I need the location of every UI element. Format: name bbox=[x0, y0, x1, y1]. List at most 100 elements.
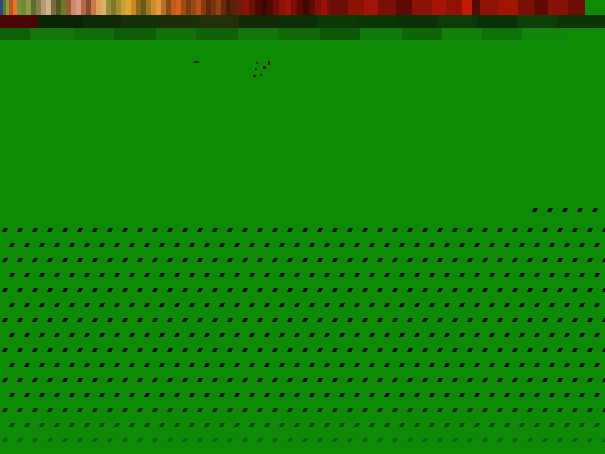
glitch-cell bbox=[66, 0, 71, 15]
glitch-cell bbox=[51, 0, 56, 15]
speck-a bbox=[256, 62, 258, 64]
dark-band-cell bbox=[357, 15, 397, 28]
glitch-cell bbox=[46, 0, 51, 15]
glitch-cell bbox=[181, 0, 186, 15]
speck-e bbox=[268, 61, 270, 65]
speck-b bbox=[255, 68, 257, 70]
glitch-cell bbox=[297, 0, 303, 15]
dark-band-cell bbox=[121, 15, 161, 28]
dark-band-cell bbox=[196, 28, 238, 40]
dark-transition-band-upper bbox=[0, 15, 605, 28]
glitch-cell bbox=[151, 0, 156, 15]
dark-band-cell bbox=[522, 28, 565, 40]
red-band-cell bbox=[534, 0, 548, 15]
glitch-cell bbox=[166, 0, 171, 15]
glitch-cell bbox=[303, 0, 309, 15]
red-band-cell bbox=[548, 0, 568, 15]
red-band-cell bbox=[378, 0, 396, 15]
glitch-cell bbox=[231, 0, 237, 15]
red-band-cell bbox=[518, 0, 534, 15]
glitch-cell bbox=[81, 0, 86, 15]
glitch-cell bbox=[273, 0, 279, 15]
glitch-cell bbox=[91, 0, 96, 15]
dark-band-cell bbox=[238, 28, 278, 40]
red-band-cell bbox=[568, 0, 585, 15]
dark-band-cell bbox=[0, 15, 38, 28]
dark-band-cell bbox=[239, 15, 277, 28]
glitch-cell bbox=[41, 0, 46, 15]
glitch-cell bbox=[191, 0, 196, 15]
glitch-cell bbox=[36, 0, 41, 15]
dark-band-cell bbox=[477, 15, 517, 28]
speck-c bbox=[263, 66, 266, 69]
glitch-cell bbox=[61, 0, 66, 15]
glitch-cell bbox=[261, 0, 267, 15]
glitch-cell bbox=[141, 0, 146, 15]
glitch-cell bbox=[106, 0, 111, 15]
dark-red-band bbox=[330, 0, 605, 15]
dark-band-cell bbox=[437, 15, 477, 28]
dark-band-cell bbox=[277, 15, 317, 28]
glitch-cell bbox=[206, 0, 211, 15]
dark-band-cell bbox=[30, 28, 74, 40]
glitch-cell bbox=[186, 0, 191, 15]
glitch-cell bbox=[279, 0, 285, 15]
dark-band-cell bbox=[482, 28, 522, 40]
dark-band-cell bbox=[114, 28, 156, 40]
glitch-cell bbox=[86, 0, 91, 15]
glitch-cell bbox=[249, 0, 255, 15]
red-band-cell bbox=[480, 0, 498, 15]
glitch-cell bbox=[176, 0, 181, 15]
dark-transition-band-lower bbox=[0, 28, 605, 40]
red-band-cell bbox=[412, 0, 432, 15]
red-band-cell bbox=[472, 0, 480, 15]
glitch-cell bbox=[56, 0, 61, 15]
glitch-cell bbox=[21, 0, 26, 15]
dark-band-cell bbox=[360, 28, 402, 40]
glitch-cell bbox=[237, 0, 243, 15]
speck-d bbox=[260, 74, 262, 76]
red-band-cell bbox=[396, 0, 412, 15]
glitch-cell bbox=[17, 0, 21, 15]
glitch-cell bbox=[201, 0, 206, 15]
glitch-cell bbox=[315, 0, 321, 15]
glitch-cell bbox=[126, 0, 131, 15]
dark-band-cell bbox=[38, 15, 83, 28]
red-band-cell bbox=[330, 0, 348, 15]
glitch-cell bbox=[291, 0, 297, 15]
dark-band-cell bbox=[442, 28, 482, 40]
glitch-cell bbox=[267, 0, 273, 15]
dark-band-cell bbox=[402, 28, 442, 40]
dark-band-cell bbox=[83, 15, 121, 28]
dark-band-cell bbox=[320, 28, 360, 40]
dark-band-cell bbox=[156, 28, 196, 40]
glitch-cell bbox=[171, 0, 176, 15]
glitch-cell bbox=[136, 0, 141, 15]
dark-band-cell bbox=[557, 15, 605, 28]
red-band-cell bbox=[348, 0, 364, 15]
red-band-cell bbox=[498, 0, 518, 15]
glitch-cell bbox=[121, 0, 126, 15]
glitch-cell bbox=[226, 0, 231, 15]
glitch-cell bbox=[216, 0, 221, 15]
red-band-cell bbox=[364, 0, 378, 15]
speck-g bbox=[194, 61, 199, 63]
dark-band-cell bbox=[74, 28, 114, 40]
speck-f bbox=[253, 75, 256, 77]
glitch-cell bbox=[26, 0, 31, 15]
glitch-cell bbox=[76, 0, 81, 15]
glitch-cell bbox=[161, 0, 166, 15]
dark-band-cell bbox=[317, 15, 357, 28]
glitch-cell bbox=[6, 0, 9, 15]
dark-band-cell bbox=[161, 15, 199, 28]
glitch-cell bbox=[156, 0, 161, 15]
dark-band-cell bbox=[278, 28, 320, 40]
dark-band-cell bbox=[397, 15, 437, 28]
glitch-cell bbox=[255, 0, 261, 15]
dark-band-cell bbox=[517, 15, 557, 28]
dark-band-cell bbox=[199, 15, 239, 28]
glitch-cell bbox=[221, 0, 226, 15]
red-band-cell bbox=[462, 0, 472, 15]
